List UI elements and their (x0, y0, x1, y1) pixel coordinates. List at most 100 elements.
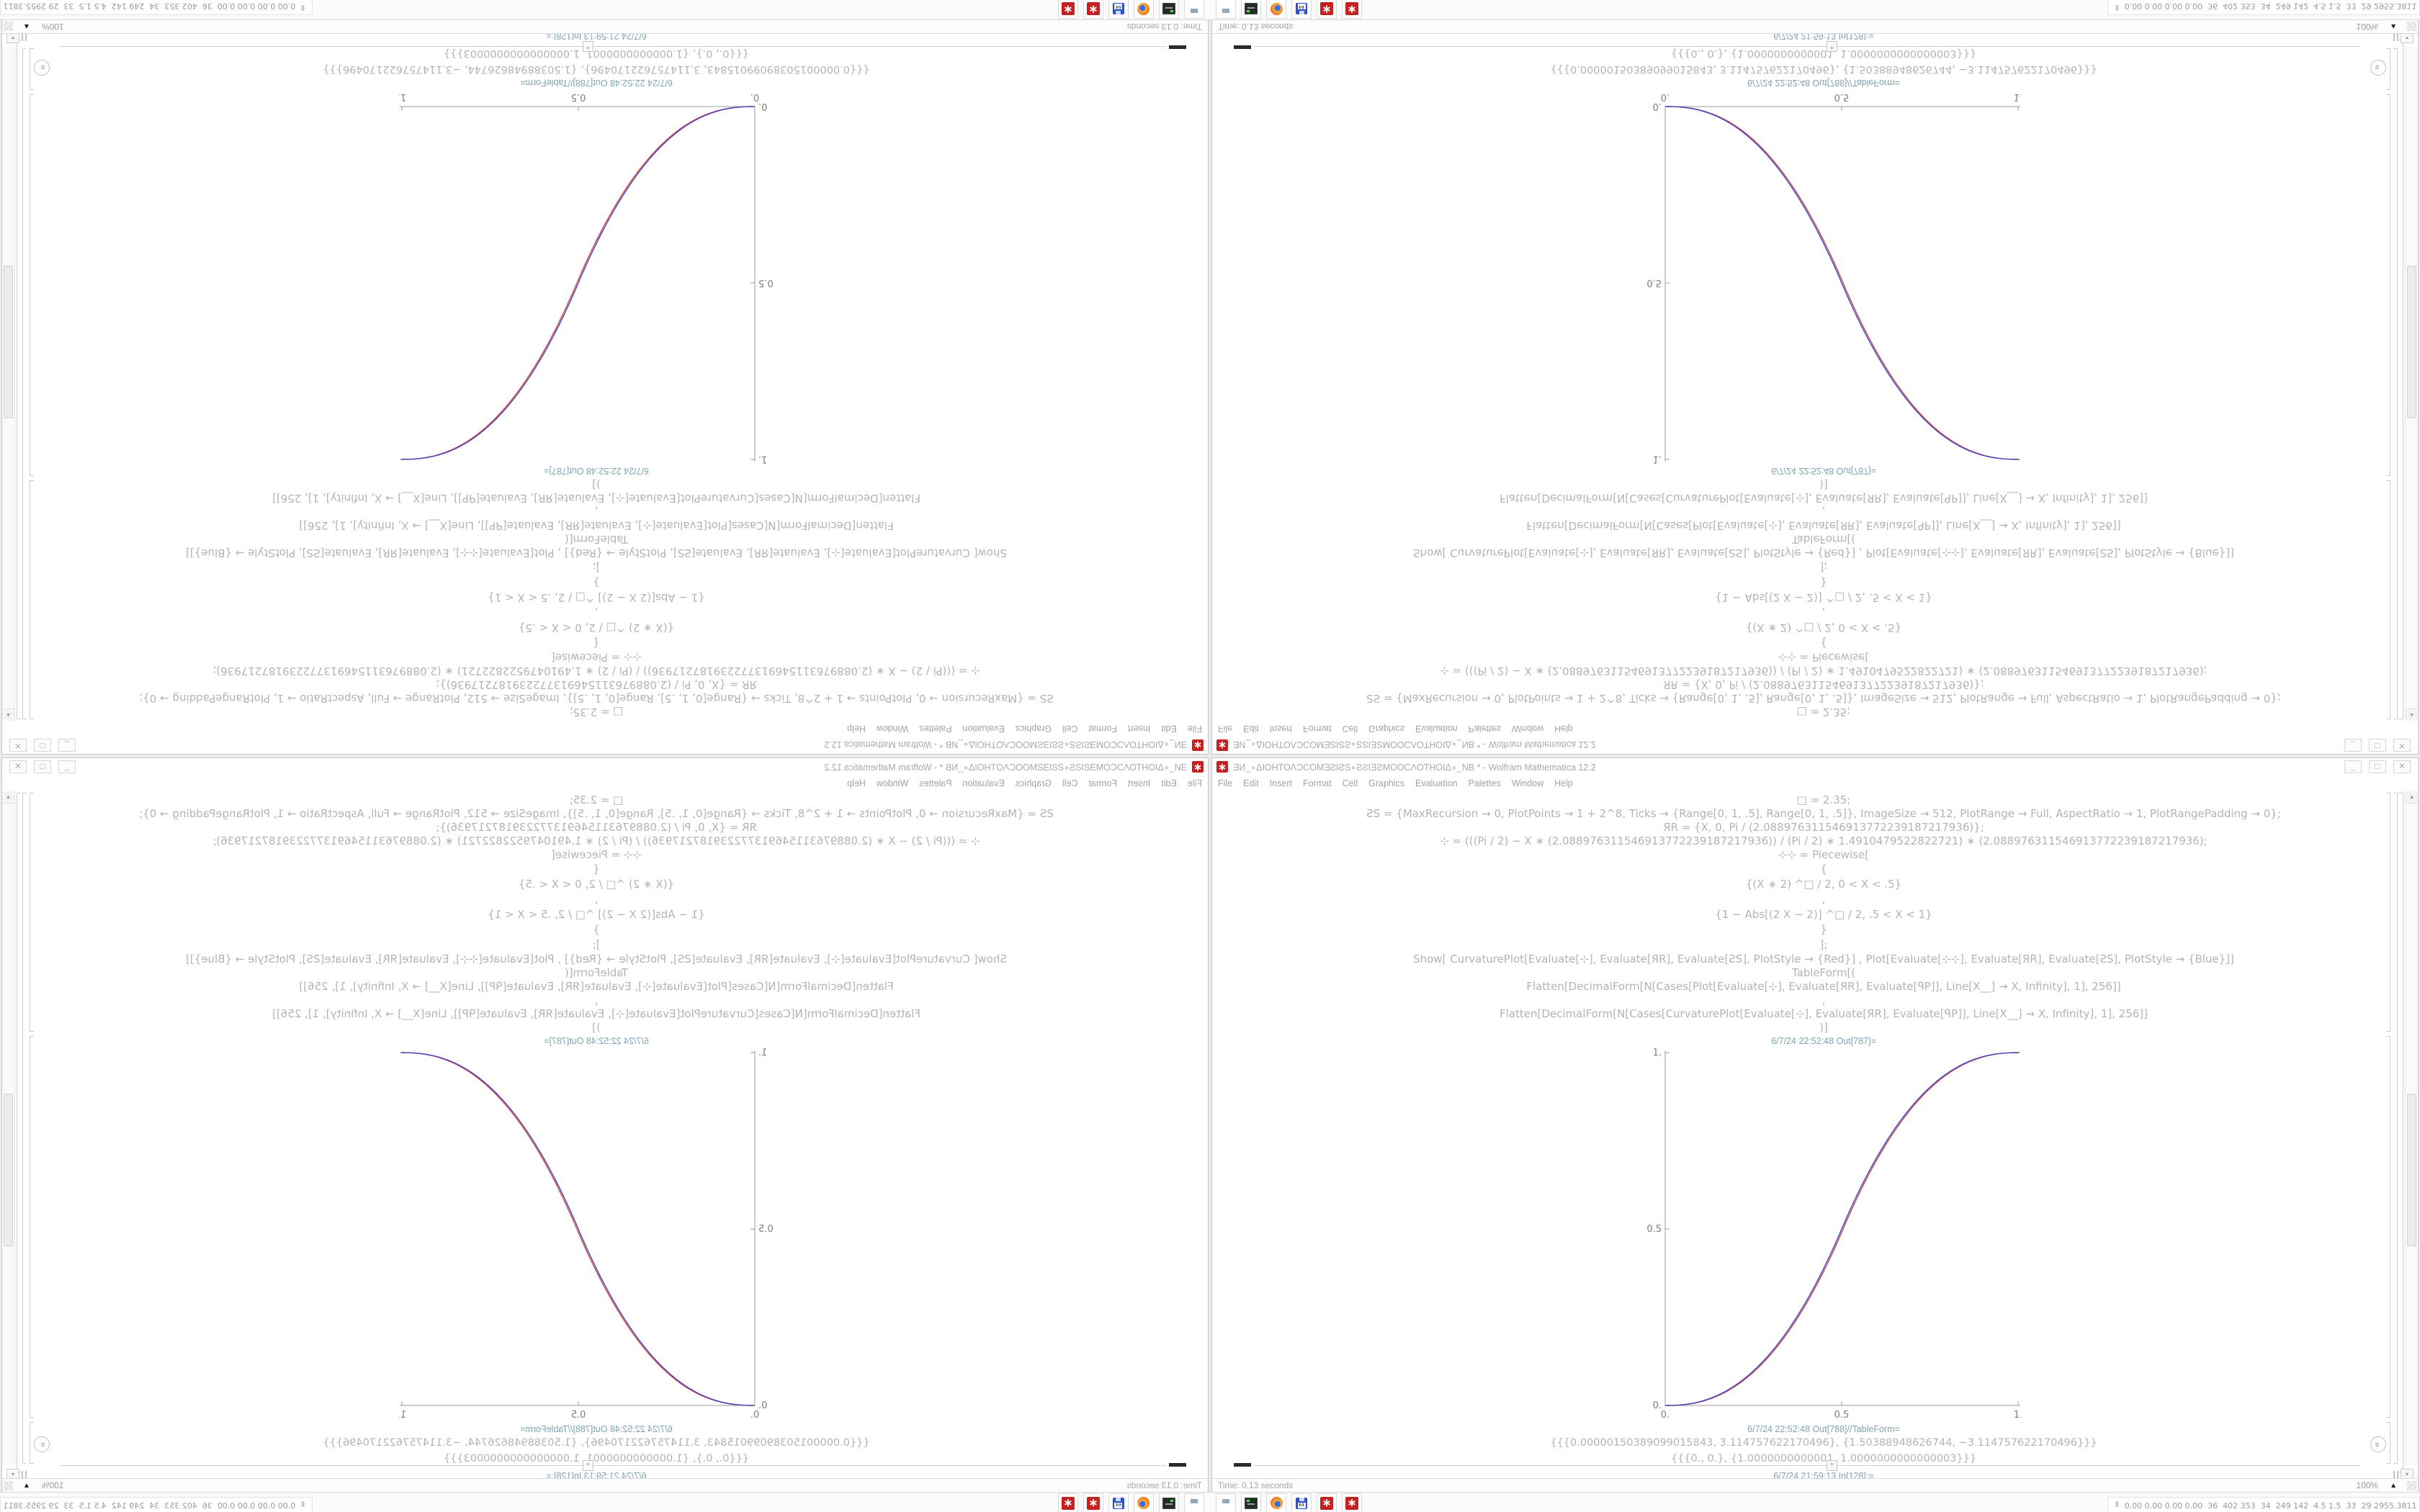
menu-item-help[interactable]: Help (847, 778, 866, 788)
launcher-computer[interactable] (1216, 1493, 1236, 1512)
input-code-line[interactable]: { (593, 636, 600, 649)
input-code-line[interactable]: ЯR = {X, 0, Pi / (2.08897631154691377223… (1663, 678, 1984, 691)
launcher-computer[interactable] (1184, 0, 1204, 19)
scrollbar-up-icon[interactable]: ▴ (2406, 708, 2418, 721)
launcher-optical-drive[interactable] (1159, 0, 1179, 19)
input-code-line[interactable]: ]; (592, 938, 601, 951)
maximize-button[interactable]: □ (2369, 739, 2386, 752)
launcher-mathematica-1[interactable]: ∗ (1317, 0, 1337, 19)
jump-to-end-icon[interactable]: » (34, 60, 50, 76)
launcher-computer[interactable] (1184, 1493, 1204, 1512)
input-code-line[interactable]: ⊹⊹ = Piecewise[ (1778, 848, 1870, 861)
zoom-level[interactable]: 100% (41, 22, 64, 32)
close-button[interactable]: ✕ (9, 739, 27, 752)
maximize-button[interactable]: □ (34, 739, 51, 752)
jump-to-end-icon[interactable]: » (2370, 60, 2386, 76)
minimize-button[interactable]: _ (2344, 739, 2362, 752)
input-code-line[interactable]: ⊹ = (((Pi / 2) − X ∗ (2.0889763115469137… (1440, 834, 2208, 847)
input-code-line[interactable]: } (593, 923, 600, 936)
insert-cell-button[interactable]: + (583, 41, 593, 52)
input-code-line[interactable]: , (1821, 994, 1826, 1007)
input-code-line[interactable]: {1 − Abs[(2 X − 2)] ^□ / 2, .5 < X < 1} (488, 908, 705, 921)
launcher-mathematica-1[interactable]: ∗ (1317, 1493, 1337, 1512)
input-code-line[interactable]: ƧS = {MaxRecursion → 0, PlotPoints → 1 +… (1366, 692, 2281, 705)
menu-item-graphics[interactable]: Graphics (1015, 778, 1052, 788)
input-code-line[interactable]: )] (1819, 1021, 1828, 1034)
insert-cell-button[interactable]: + (1827, 41, 1837, 52)
cell-bracket-input[interactable] (30, 793, 34, 1032)
input-code-line[interactable]: ]; (1819, 561, 1828, 574)
input-code-line[interactable]: ⊹⊹ = Piecewise[ (1778, 651, 1870, 664)
close-button[interactable]: ✕ (9, 760, 27, 773)
menu-item-edit[interactable]: Edit (1243, 724, 1259, 734)
magnification-dropdown[interactable]: ▾ (6, 33, 19, 43)
input-code-line[interactable]: ⊹ = (((Pi / 2) − X ∗ (2.0889763115469137… (1440, 665, 2208, 678)
input-code-line[interactable]: {1 − Abs[(2 X − 2)] ^□ / 2, .5 < X < 1} (1715, 908, 1932, 921)
magnification-dropdown[interactable]: ▾ (2401, 33, 2414, 43)
input-code-line[interactable]: Show[ CurvaturePlot[Evaluate[⊹], Evaluat… (1413, 546, 2234, 559)
cell-group-bracket[interactable] (2393, 793, 2398, 1464)
cell-group-bracket[interactable] (22, 793, 27, 1464)
launcher-firefox[interactable] (1134, 0, 1154, 19)
menu-item-format[interactable]: Format (1302, 778, 1332, 788)
menu-item-window[interactable]: Window (1511, 778, 1544, 788)
input-code-line[interactable]: TableForm[( (564, 533, 629, 546)
docked-palette-icon[interactable]: ▲ (23, 22, 30, 31)
magnification-dropdown[interactable]: ▾ (2401, 1469, 2414, 1479)
input-code-line[interactable]: ЯR = {X, 0, Pi / (2.08897631154691377223… (1663, 821, 1984, 834)
input-code-line[interactable]: ƧS = {MaxRecursion → 0, PlotPoints → 1 +… (139, 807, 1054, 820)
input-code-line[interactable]: TableForm[( (1791, 533, 1856, 546)
input-code-line[interactable]: ⊹⊹ = Piecewise[ (550, 848, 642, 861)
tray-chevrons-icon[interactable]: ^ ^ (2115, 2, 2119, 12)
menu-item-help[interactable]: Help (847, 724, 866, 734)
input-code-line[interactable]: Show[ CurvaturePlot[Evaluate[⊹], Evaluat… (1413, 953, 2234, 966)
input-code-line[interactable]: , (594, 994, 599, 1007)
menu-item-file[interactable]: File (1187, 724, 1202, 734)
input-code-line[interactable]: , (594, 893, 599, 906)
input-code-line[interactable]: } (1820, 923, 1827, 936)
cell-insertion-line[interactable] (1254, 46, 2360, 47)
launcher-firefox[interactable] (1134, 1493, 1154, 1512)
launcher-optical-drive[interactable] (1241, 0, 1261, 19)
scrollbar-up-icon[interactable]: ▴ (2, 791, 14, 804)
insert-cell-button[interactable]: + (583, 1460, 593, 1471)
scrollbar-up-icon[interactable]: ▴ (2, 708, 14, 721)
menu-item-edit[interactable]: Edit (1243, 778, 1259, 788)
input-code-line[interactable]: { (1820, 863, 1827, 876)
menu-item-cell[interactable]: Cell (1342, 778, 1358, 788)
tray-chevrons-icon[interactable]: ^ ^ (2115, 1500, 2119, 1510)
menu-item-evaluation[interactable]: Evaluation (962, 778, 1005, 788)
zoom-level[interactable]: 100% (2356, 22, 2379, 32)
magnification-dropdown[interactable]: ▾ (6, 1469, 19, 1479)
cell-bracket-out787[interactable] (30, 1036, 34, 1418)
menu-item-window[interactable]: Window (876, 724, 909, 734)
maximize-button[interactable]: □ (2369, 760, 2386, 773)
menu-item-window[interactable]: Window (1511, 724, 1544, 734)
menu-item-edit[interactable]: Edit (1161, 724, 1177, 734)
launcher-mathematica-1[interactable]: ∗ (1083, 1493, 1103, 1512)
window-titlebar[interactable]: ∗ ƎИ_∘ΔIOHTOΛƆCOMƎƧIƧS∘ƧƧIƎƧMOOCΛOTHOIΔ∘… (1212, 737, 2418, 754)
launcher-firefox[interactable] (1266, 0, 1286, 19)
cell-bracket-input[interactable] (2386, 480, 2390, 719)
input-code-line[interactable]: □ = 2.35; (569, 706, 624, 719)
menu-item-evaluation[interactable]: Evaluation (1415, 724, 1458, 734)
input-code-line[interactable]: ⊹⊹ = Piecewise[ (550, 651, 642, 664)
input-code-line[interactable]: ⊹ = (((Pi / 2) − X ∗ (2.0889763115469137… (212, 834, 980, 847)
input-code-line[interactable]: Show[ CurvaturePlot[Evaluate[⊹], Evaluat… (186, 953, 1007, 966)
input-code-line[interactable]: Flatten[DecimalForm[N[Cases[CurvaturePlo… (1499, 492, 2148, 505)
input-code-line[interactable]: , (594, 505, 599, 518)
menu-item-window[interactable]: Window (876, 778, 909, 788)
menu-item-insert[interactable]: Insert (1128, 724, 1151, 734)
menu-item-insert[interactable]: Insert (1269, 778, 1292, 788)
cell-bracket-out788[interactable] (2386, 48, 2390, 90)
menu-item-format[interactable]: Format (1088, 778, 1118, 788)
input-code-line[interactable]: TableForm[( (564, 966, 629, 979)
cell-bracket-input[interactable] (30, 480, 34, 719)
cell-bracket-out787[interactable] (30, 94, 34, 476)
input-code-line[interactable]: Flatten[DecimalForm[N[Cases[Plot[Evaluat… (299, 519, 894, 532)
launcher-optical-drive[interactable] (1241, 1493, 1261, 1512)
tray-chevrons-icon[interactable]: ^ ^ (301, 1500, 305, 1511)
launcher-mathematica-2[interactable]: ∗ (1058, 1493, 1078, 1512)
menu-item-graphics[interactable]: Graphics (1015, 724, 1052, 734)
vertical-scrollbar[interactable]: ▴ (2405, 791, 2418, 1465)
